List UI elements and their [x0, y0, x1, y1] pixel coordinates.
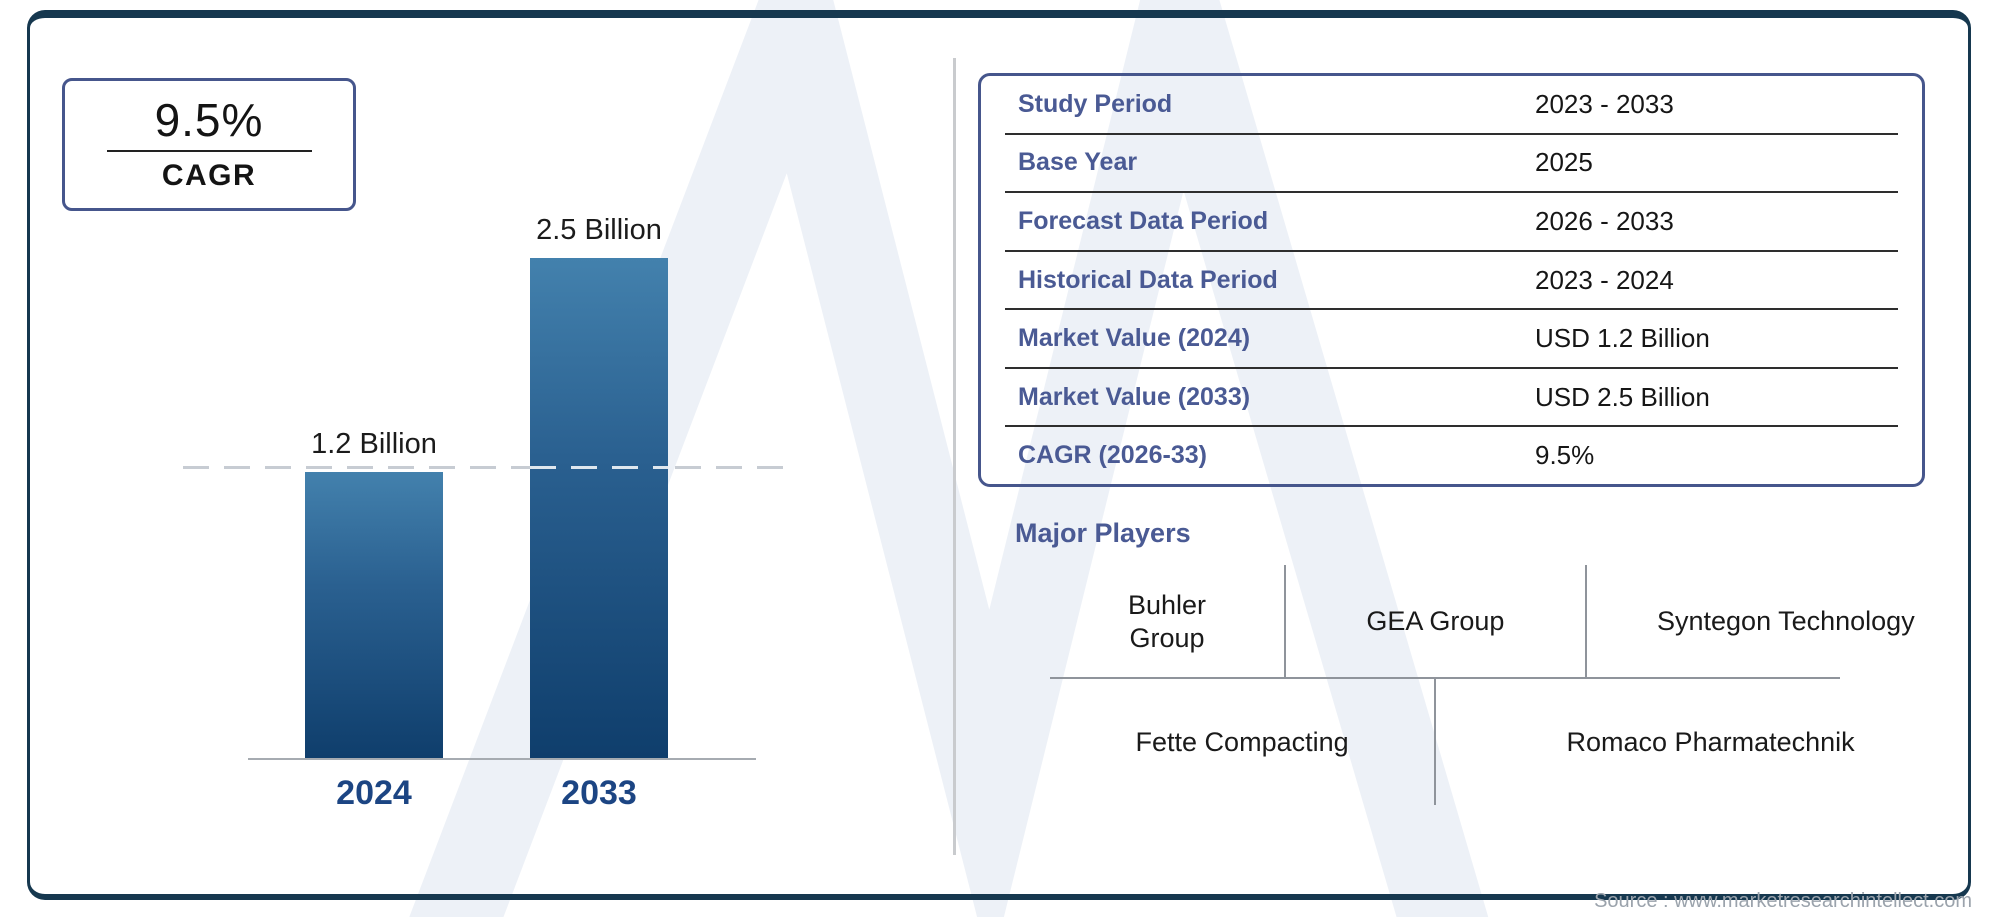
bar-2033: [530, 258, 668, 758]
table-row-label: Historical Data Period: [1018, 265, 1278, 294]
players-row-bottom: Fette Compacting Romaco Pharmatechnik: [1050, 679, 1985, 805]
section-divider: [953, 58, 956, 855]
table-row-label: CAGR (2026-33): [1018, 441, 1207, 470]
player-cell: Romaco Pharmatechnik: [1436, 679, 1985, 805]
reference-dashed-line: [183, 466, 797, 469]
table-row-label: Market Value (2033): [1018, 382, 1251, 411]
cagr-value: 9.5%: [154, 93, 264, 146]
x-axis-line: [248, 758, 756, 760]
players-row-top: Buhler Group GEA Group Syntegon Technolo…: [1050, 565, 1985, 678]
table-row-value: 2023 - 2033: [1535, 88, 1674, 119]
x-tick-label-2024: 2024: [336, 774, 412, 812]
table-row-label: Base Year: [1018, 148, 1138, 177]
x-tick-label-2033: 2033: [561, 774, 637, 812]
player-name: Syntegon Technology: [1657, 606, 1915, 637]
table-row: Market Value (2024) USD 1.2 Billion: [1005, 310, 1898, 369]
player-name: Romaco Pharmatechnik: [1566, 726, 1855, 757]
table-row-value: 2023 - 2024: [1535, 264, 1674, 295]
player-cell: GEA Group: [1286, 565, 1587, 678]
table-row-label: Study Period: [1018, 89, 1173, 118]
table-row: Study Period 2023 - 2033: [1005, 76, 1898, 135]
table-row-label: Forecast Data Period: [1018, 206, 1269, 235]
source-note: Source : www.marketresearchintellect.com: [1594, 890, 1972, 912]
player-cell: Syntegon Technology: [1587, 565, 1985, 678]
player-name: GEA Group: [1366, 606, 1505, 637]
player-name: Fette Compacting: [1135, 726, 1349, 757]
cagr-box: 9.5% CAGR: [62, 78, 356, 211]
table-row-label: Market Value (2024): [1018, 324, 1251, 353]
player-name: Buhler Group: [1127, 590, 1207, 653]
info-table-card: Study Period 2023 - 2033 Base Year 2025 …: [978, 73, 1925, 487]
table-row: Historical Data Period 2023 - 2024: [1005, 252, 1898, 311]
bar-value-label-2024: 1.2 Billion: [311, 428, 437, 460]
reference-dashed-line-overlay: [530, 466, 668, 469]
table-row: Market Value (2033) USD 2.5 Billion: [1005, 369, 1898, 428]
cagr-label: CAGR: [161, 159, 257, 193]
player-cell: Buhler Group: [1050, 565, 1286, 678]
table-row-value: 9.5%: [1535, 440, 1595, 471]
main-frame: [27, 10, 1971, 900]
table-row-value: 2025: [1535, 147, 1593, 178]
player-cell: Fette Compacting: [1050, 679, 1437, 805]
cagr-box-divider: [106, 150, 312, 153]
table-row: CAGR (2026-33) 9.5%: [1005, 427, 1898, 484]
bar-2024: [305, 472, 443, 758]
table-row-value: 2026 - 2033: [1535, 205, 1674, 236]
table-row-value: USD 2.5 Billion: [1535, 381, 1710, 412]
bar-value-label-2033: 2.5 Billion: [536, 214, 662, 246]
major-players-title: Major Players: [1015, 518, 1191, 548]
table-row: Forecast Data Period 2026 - 2033: [1005, 193, 1898, 252]
table-row: Base Year 2025: [1005, 135, 1898, 194]
table-row-value: USD 1.2 Billion: [1535, 323, 1710, 354]
players-grid-hline: [1050, 677, 1840, 679]
